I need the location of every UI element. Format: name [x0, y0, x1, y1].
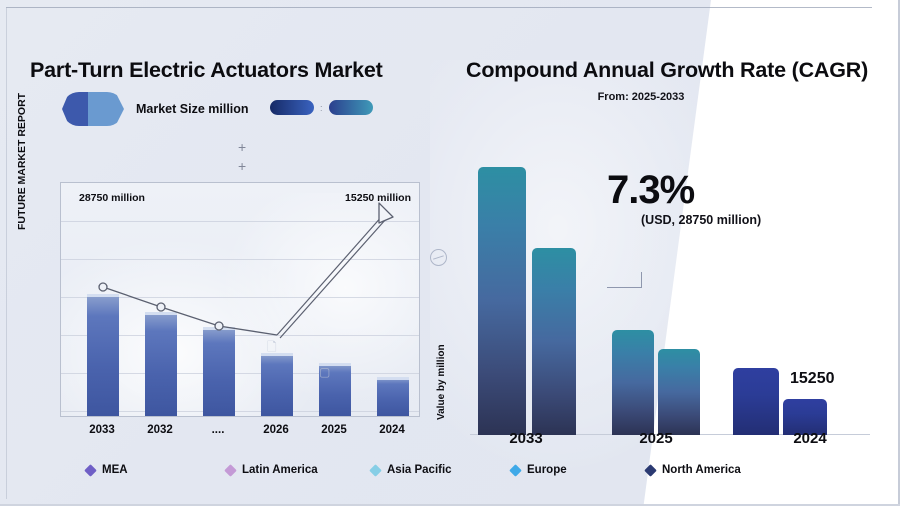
top-divider — [6, 7, 872, 8]
left-chart-trend-line — [98, 202, 394, 339]
x-label-2025: 2025 — [321, 424, 347, 436]
left-chart-x-labels: 2033 2032 .... 2026 2025 2024 — [60, 424, 420, 444]
x-label-2026: 2026 — [263, 424, 289, 436]
value-axis-title: Value by million — [436, 344, 447, 420]
rx-label-2033: 2033 — [509, 430, 543, 447]
x-label-ellipsis: .... — [211, 424, 225, 436]
legend-diamond-icon-latin-america — [224, 463, 237, 477]
region-legend: MEA Latin America Asia Pacific Europe No… — [84, 463, 741, 477]
left-chart-plot-area: 28750 million 15250 million 🗋 ▢ — [60, 182, 420, 417]
right-chart-subtitle: From: 2025-2033 — [597, 91, 685, 103]
bar-2033 — [87, 294, 119, 416]
minus-circle-icon — [430, 249, 447, 266]
bar-2025 — [319, 363, 351, 416]
x-label-2032: 2032 — [147, 424, 173, 436]
legend-diamond-icon-north-america — [644, 463, 657, 477]
bar-2026 — [261, 353, 293, 416]
plus-marks-decoration: + + — [238, 138, 246, 176]
legend-label-north-america: North America — [662, 464, 741, 476]
corner-bracket-decoration — [607, 272, 642, 288]
pill-separator: : — [320, 102, 323, 113]
market-size-label: Market Size million — [136, 102, 249, 116]
cagr-note: (USD, 28750 million) — [641, 213, 762, 227]
bar-2032 — [145, 312, 177, 416]
cagr-value: 7.3% — [607, 168, 695, 212]
legend-diamond-icon-europe — [509, 463, 522, 477]
right-chart-x-labels: 2033 2025 2024 — [470, 430, 880, 452]
legend-label-mea: MEA — [102, 464, 128, 476]
legend-item-europe[interactable]: Europe — [509, 463, 646, 477]
x-label-2033: 2033 — [89, 424, 115, 436]
legend-diamond-icon-mea — [84, 463, 97, 477]
right-chart-title: Compound Annual Growth Rate (CAGR) — [466, 58, 869, 82]
legend-item-asia-pacific[interactable]: Asia Pacific — [369, 463, 511, 477]
plus-icon-1: + — [238, 139, 247, 155]
rbar-2025-back — [658, 349, 700, 435]
legend-item-latin-america[interactable]: Latin America — [224, 463, 371, 477]
card-faint-icon: ▢ — [319, 365, 331, 379]
bar-2024 — [377, 377, 409, 416]
right-edge-divider — [898, 0, 900, 506]
bar-dots — [203, 327, 235, 416]
pill-primary — [270, 100, 314, 115]
market-size-legend: Market Size million — [62, 92, 249, 126]
left-edge-divider — [6, 7, 7, 499]
left-chart-title: Part-Turn Electric Actuators Market — [30, 58, 383, 82]
legend-item-north-america[interactable]: North America — [644, 463, 741, 477]
bottom-edge-divider — [0, 504, 900, 506]
rbar-2033-back — [532, 248, 576, 435]
left-chart-min-label: 15250 million — [345, 192, 411, 204]
rbar-2033-front — [478, 167, 526, 435]
pill-secondary — [328, 100, 373, 115]
document-faint-icon: 🗋 — [267, 340, 277, 354]
gradient-pill-group: : — [270, 100, 373, 115]
left-chart-max-label: 28750 million — [79, 192, 145, 204]
x-label-2024: 2024 — [379, 424, 405, 436]
rbar-2024-back — [783, 399, 827, 435]
legend-item-mea[interactable]: MEA — [84, 463, 226, 477]
right-chart-data-label: 15250 — [790, 370, 835, 387]
market-size-hex-icon — [62, 92, 124, 126]
plus-icon-2: + — [238, 158, 247, 174]
rbar-2024-front — [733, 368, 779, 435]
rbar-2025-front — [612, 330, 654, 435]
legend-label-latin-america: Latin America — [242, 464, 318, 476]
legend-diamond-icon-asia-pacific — [369, 463, 382, 477]
rx-label-2025: 2025 — [639, 430, 673, 447]
rx-label-2024: 2024 — [793, 430, 827, 447]
left-chart-bars — [61, 183, 419, 416]
legend-label-asia-pacific: Asia Pacific — [387, 464, 452, 476]
left-y-axis-title: FUTURE MARKET REPORT — [16, 92, 28, 230]
legend-label-europe: Europe — [527, 464, 567, 476]
right-chart-bars — [470, 150, 880, 435]
